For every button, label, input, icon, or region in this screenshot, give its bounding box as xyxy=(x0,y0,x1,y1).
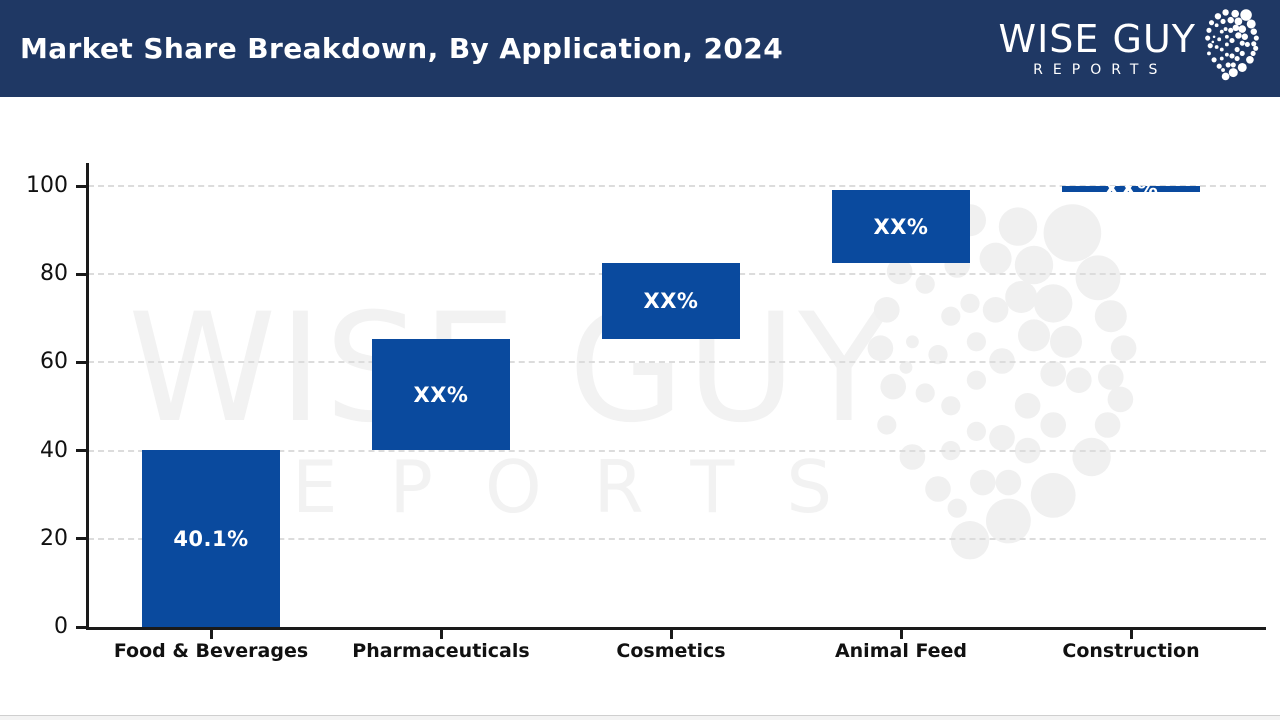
page-title: Market Share Breakdown, By Application, … xyxy=(20,32,784,65)
y-tick-label: 0 xyxy=(54,614,68,639)
bar-food-beverages: 40.1% xyxy=(142,450,280,627)
gridline-40 xyxy=(88,449,1266,452)
bottom-divider xyxy=(0,715,1280,716)
bar-cosmetics: XX% xyxy=(602,263,740,340)
brand-subtitle: REPORTS xyxy=(1033,62,1168,78)
x-axis-tick xyxy=(1129,629,1133,639)
x-category-label: Cosmetics xyxy=(616,640,726,662)
y-axis-tick xyxy=(76,184,88,188)
gridline-60 xyxy=(88,361,1266,364)
brand-name: WISE GUY xyxy=(998,17,1196,61)
bar-value-label: XX% xyxy=(873,214,929,239)
y-axis-tick xyxy=(76,537,88,541)
bar-value-label: 40.1% xyxy=(173,526,249,551)
x-axis-tick xyxy=(439,629,443,639)
watermark-head-icon xyxy=(842,168,1162,622)
x-category-label: Food & Beverages xyxy=(113,640,309,662)
bar-pharmaceuticals: XX% xyxy=(372,339,510,451)
gridline-20 xyxy=(88,537,1266,540)
brand-logo: WISE GUY REPORTS xyxy=(999,8,1264,90)
x-category-label: Pharmaceuticals xyxy=(352,640,530,662)
bar-value-label: XX% xyxy=(413,382,469,407)
x-axis-tick xyxy=(209,629,213,639)
y-tick-label: 80 xyxy=(40,261,68,287)
y-axis-tick xyxy=(76,360,88,364)
bar-construction: XX% xyxy=(1062,186,1200,193)
x-axis-spine xyxy=(86,627,1266,630)
y-axis-tick xyxy=(76,449,88,453)
y-axis-tick xyxy=(76,272,88,276)
brand-head-icon xyxy=(1200,8,1264,90)
bottom-strip xyxy=(0,716,1280,720)
gridline-100 xyxy=(88,185,1266,187)
bar-value-label: XX% xyxy=(1104,186,1159,192)
y-tick-label: 60 xyxy=(40,349,68,375)
watermark-subtitle-text: REPORTS xyxy=(190,445,885,529)
x-axis-tick xyxy=(899,629,903,639)
y-tick-label: 100 xyxy=(26,173,68,198)
y-axis-spine xyxy=(86,163,89,630)
y-axis-tick xyxy=(76,625,88,629)
x-category-label: Animal Feed xyxy=(834,640,968,662)
x-axis-tick xyxy=(669,629,673,639)
bar-animal-feed: XX% xyxy=(832,189,970,264)
bar-value-label: XX% xyxy=(643,289,699,314)
brand-logo-text: WISE GUY REPORTS xyxy=(999,20,1196,77)
x-category-label: Construction xyxy=(1062,640,1200,662)
y-tick-label: 20 xyxy=(40,525,68,551)
header: Market Share Breakdown, By Application, … xyxy=(0,0,1280,97)
y-tick-label: 40 xyxy=(40,437,68,463)
